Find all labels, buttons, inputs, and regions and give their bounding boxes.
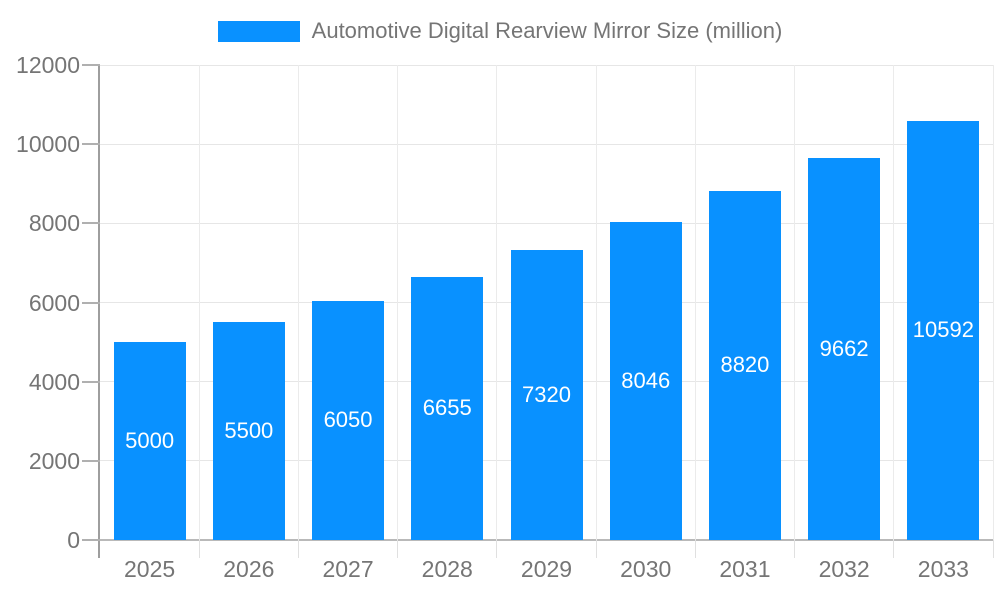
y-axis-tick-label: 0	[67, 527, 80, 553]
x-axis-tick-label: 2032	[818, 556, 870, 582]
bar-value-label: 6655	[422, 395, 472, 421]
bar-value-label: 8046	[621, 367, 671, 393]
x-axis-tick-label: 2028	[421, 556, 473, 582]
x-axis-tick-label: 2033	[917, 556, 969, 582]
bar-value-label: 10592	[912, 317, 974, 343]
legend-swatch-icon	[217, 20, 300, 42]
y-gridline	[100, 143, 993, 145]
bar-2031[interactable]: 8820	[708, 190, 781, 540]
x-axis-tick	[496, 540, 498, 558]
y-axis-tick	[82, 143, 100, 146]
category-gridline	[595, 65, 597, 540]
x-axis-tick-label: 2029	[520, 556, 573, 582]
bar-2027[interactable]: 6050	[312, 300, 385, 540]
y-gridline	[100, 64, 993, 66]
chart-legend[interactable]: Automotive Digital Rearview Mirror Size …	[0, 16, 1000, 46]
y-axis-line	[98, 65, 100, 558]
bar-value-label: 5500	[224, 418, 274, 444]
x-axis-tick-label: 2027	[322, 556, 374, 582]
y-axis-tick-label: 12000	[16, 52, 80, 78]
y-gridline	[100, 222, 993, 224]
bar-value-label: 8820	[720, 352, 770, 378]
y-axis-tick	[82, 539, 100, 541]
bar-value-label: 6050	[323, 407, 373, 433]
category-gridline	[297, 65, 299, 540]
category-gridline	[893, 65, 895, 540]
x-axis-tick	[297, 540, 299, 558]
x-axis-tick	[198, 540, 200, 558]
y-axis-tick-label: 4000	[28, 368, 80, 395]
bar-2028[interactable]: 6655	[411, 276, 484, 540]
bar-2032[interactable]: 9662	[808, 157, 881, 540]
x-axis-baseline	[100, 539, 993, 541]
bar-value-label: 5000	[125, 428, 175, 454]
category-gridline	[496, 65, 498, 540]
x-axis-tick-label: 2030	[620, 556, 672, 582]
y-axis-tick	[82, 64, 100, 66]
y-axis-tick	[82, 380, 100, 383]
x-axis-tick	[893, 540, 895, 558]
category-gridline	[397, 65, 399, 540]
legend-label: Automotive Digital Rearview Mirror Size …	[311, 18, 783, 43]
x-axis-tick	[992, 540, 994, 558]
bar-2029[interactable]: 7320	[510, 250, 583, 540]
x-axis-tick	[794, 540, 796, 558]
x-axis-tick	[694, 540, 696, 558]
x-axis-tick	[397, 540, 399, 558]
x-axis-tick-label: 2031	[719, 556, 771, 582]
y-axis-tick-label: 2000	[28, 447, 80, 474]
bar-2026[interactable]: 5500	[212, 322, 285, 540]
y-axis-tick	[82, 459, 100, 462]
bar-value-label: 7320	[522, 382, 571, 408]
bar-2030[interactable]: 8046	[609, 221, 682, 540]
bar-2025[interactable]: 5000	[113, 342, 186, 540]
bar-value-label: 9662	[819, 335, 869, 361]
y-axis-tick-label: 10000	[16, 131, 80, 158]
x-axis-tick-label: 2026	[223, 556, 275, 582]
category-gridline	[694, 65, 696, 540]
y-axis-tick	[82, 222, 100, 225]
category-gridline	[794, 65, 796, 540]
category-gridline	[992, 65, 994, 540]
category-gridline	[198, 65, 200, 540]
bar-2033[interactable]: 10592	[907, 120, 980, 540]
y-axis-tick	[82, 301, 100, 304]
x-axis-tick-label: 2025	[124, 556, 176, 582]
x-axis-tick	[595, 540, 597, 558]
y-axis-tick-label: 6000	[28, 289, 80, 316]
plot-area: 5000 5500 6050 6655 7320 8046 8820 9662 10592	[100, 64, 994, 541]
y-axis-tick-label: 8000	[28, 210, 80, 237]
